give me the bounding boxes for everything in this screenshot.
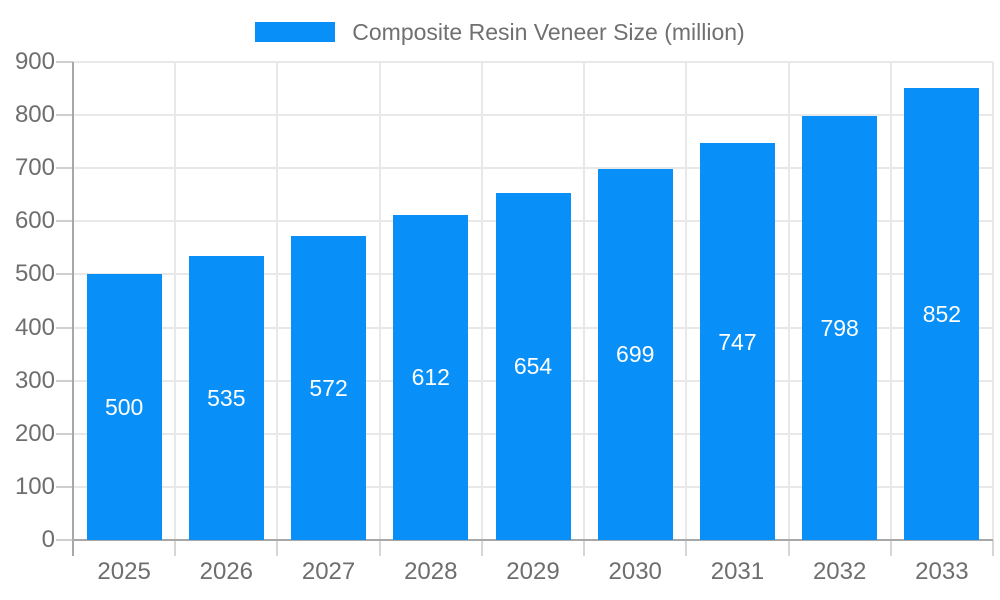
gridline-v-3 xyxy=(378,62,381,540)
bar-value-label-2032: 798 xyxy=(820,315,859,342)
bar-value-label-2028: 612 xyxy=(411,364,450,391)
x-tick-2 xyxy=(276,540,279,556)
bar-value-label-2025: 500 xyxy=(104,394,144,421)
y-tick-500 xyxy=(56,273,73,276)
y-tick-700 xyxy=(56,167,73,170)
bar-2028 xyxy=(393,214,469,540)
x-tick-1 xyxy=(174,540,177,556)
y-tick-100 xyxy=(56,485,73,488)
gridline-v-6 xyxy=(685,62,688,540)
bar-2029 xyxy=(495,192,571,540)
x-axis-label-2027: 2027 xyxy=(301,558,356,585)
x-tick-9 xyxy=(992,540,994,556)
y-axis-label-300: 300 xyxy=(14,366,55,394)
x-axis-label-2029: 2029 xyxy=(506,558,560,585)
y-axis-label-700: 700 xyxy=(14,154,55,182)
x-tick-6 xyxy=(685,540,688,556)
bar-2031 xyxy=(699,143,775,540)
bar-value-label-2033: 852 xyxy=(922,300,962,327)
legend-label: Composite Resin Veneer Size (million) xyxy=(352,18,745,45)
gridline-v-5 xyxy=(583,62,586,540)
y-axis-label-100: 100 xyxy=(14,472,55,500)
gridline-v-4 xyxy=(480,62,483,540)
x-axis-label-2026: 2026 xyxy=(199,558,254,585)
legend-swatch-icon xyxy=(255,22,336,42)
gridline-v-9 xyxy=(992,62,994,540)
plot-area: 500 535 572 612 654 699 747 798 852 xyxy=(73,61,994,540)
x-axis-label-2032: 2032 xyxy=(812,558,867,585)
y-tick-600 xyxy=(56,220,73,223)
gridline-v-1 xyxy=(174,62,177,540)
y-axis-label-400: 400 xyxy=(14,313,55,341)
x-tick-8 xyxy=(889,540,892,556)
bar-2030 xyxy=(597,168,673,540)
gridline-h-800 xyxy=(73,114,993,117)
bar-2027 xyxy=(291,236,367,540)
x-axis-label-2031: 2031 xyxy=(710,558,765,585)
gridline-v-8 xyxy=(889,62,892,540)
x-axis-label-2028: 2028 xyxy=(404,558,458,585)
gridline-h-900 xyxy=(73,61,993,63)
bar-2032 xyxy=(802,116,878,540)
y-axis-label-0: 0 xyxy=(41,526,55,553)
x-axis-line xyxy=(73,539,993,541)
bar-2025 xyxy=(86,274,162,540)
y-tick-400 xyxy=(56,326,73,329)
y-tick-200 xyxy=(56,432,73,435)
x-axis-label-2025: 2025 xyxy=(97,558,151,585)
bar-2033 xyxy=(904,87,980,540)
x-tick-7 xyxy=(787,540,790,556)
x-axis-label-2030: 2030 xyxy=(608,558,662,585)
gridline-h-700 xyxy=(73,167,993,170)
y-tick-300 xyxy=(56,379,73,382)
bar-value-label-2030: 699 xyxy=(616,341,655,368)
y-axis-label-200: 200 xyxy=(14,419,55,447)
x-axis-label-2033: 2033 xyxy=(915,558,969,585)
y-tick-0 xyxy=(56,539,73,541)
x-tick-5 xyxy=(583,540,586,556)
bar-value-label-2026: 535 xyxy=(207,384,246,411)
bar-value-label-2031: 747 xyxy=(718,328,757,355)
y-axis-label-800: 800 xyxy=(14,101,55,129)
x-tick-4 xyxy=(480,540,483,556)
y-tick-900 xyxy=(56,61,73,63)
bar-value-label-2027: 572 xyxy=(309,375,348,402)
y-axis-label-600: 600 xyxy=(14,207,55,235)
bar-2026 xyxy=(188,255,264,540)
chart-legend[interactable]: Composite Resin Veneer Size (million) xyxy=(0,17,1000,47)
y-axis-line xyxy=(72,62,74,556)
bar-value-label-2029: 654 xyxy=(513,353,553,380)
y-tick-800 xyxy=(56,114,73,117)
y-axis-label-500: 500 xyxy=(14,260,55,288)
y-axis-label-900: 900 xyxy=(14,48,55,75)
x-tick-3 xyxy=(378,540,381,556)
gridline-v-7 xyxy=(787,62,790,540)
gridline-v-2 xyxy=(276,62,279,540)
